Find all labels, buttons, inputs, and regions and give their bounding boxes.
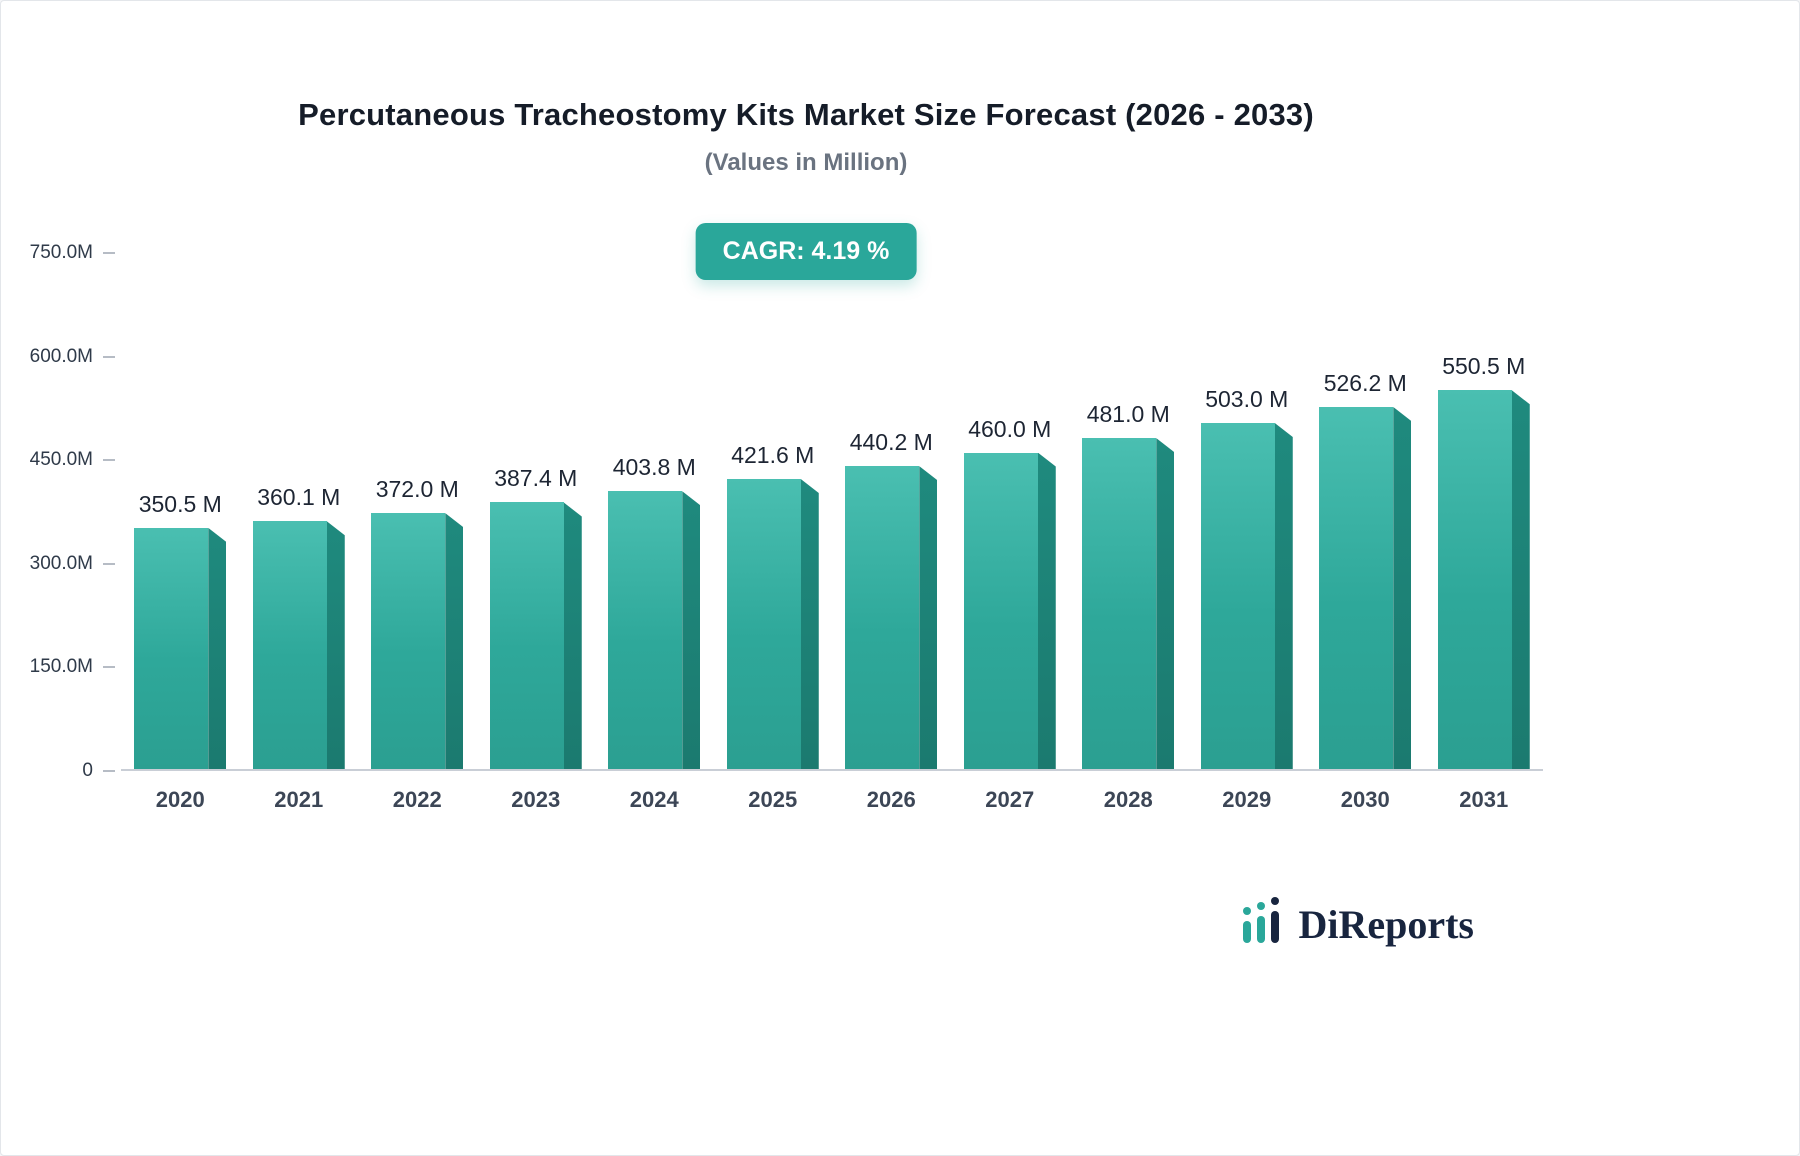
bar-slot: 440.2 M xyxy=(832,253,951,769)
cagr-badge: CAGR: 4.19 % xyxy=(695,223,917,280)
bar-side-face xyxy=(1274,422,1293,769)
bar-side-face xyxy=(326,521,345,769)
bar-slot: 372.0 M xyxy=(358,253,477,769)
x-axis-label: 2029 xyxy=(1222,787,1272,812)
bar-value-label: 440.2 M xyxy=(849,429,933,456)
y-tick-label: 450.0M xyxy=(29,449,93,471)
bar-2028: 481.0 M xyxy=(1082,401,1175,769)
y-tick-mark xyxy=(103,459,115,462)
bar-value-label: 387.4 M xyxy=(494,465,578,492)
y-tick-label: 0 xyxy=(82,760,93,781)
bar-front-face xyxy=(489,502,564,769)
bar-slot: 526.2 M xyxy=(1306,253,1425,769)
brand-name: DiReports xyxy=(1298,902,1474,947)
x-axis-label: 2028 xyxy=(1103,787,1153,812)
y-tick-label: 300.0M xyxy=(29,552,93,574)
y-tick-mark xyxy=(103,252,115,254)
bar-slot: 360.1 M xyxy=(240,253,359,769)
bar-slot: 460.0 M xyxy=(951,253,1070,769)
plot-area: 350.5 M 360.1 M 372.0 M 387.4 M 403.8 M 421.6… xyxy=(121,253,1543,771)
bar-side-face xyxy=(563,502,582,769)
bar-value-label: 526.2 M xyxy=(1323,369,1407,396)
bar-front-face xyxy=(1437,390,1512,769)
bar-slot: 481.0 M xyxy=(1069,253,1188,769)
bar-side-face xyxy=(1393,406,1412,769)
x-axis-label: 2023 xyxy=(511,787,561,812)
bar-2026: 440.2 M xyxy=(845,429,938,769)
x-axis-label: 2031 xyxy=(1459,787,1509,812)
bar-2025: 421.6 M xyxy=(726,442,819,769)
chart-subtitle: (Values in Million) xyxy=(704,149,908,176)
bar-2030: 526.2 M xyxy=(1319,370,1412,769)
x-axis-label: 2027 xyxy=(985,787,1035,812)
bar-2029: 503.0 M xyxy=(1200,386,1293,769)
bar-value-label: 460.0 M xyxy=(968,415,1052,442)
bar-side-face xyxy=(1156,438,1175,769)
bar-value-label: 403.8 M xyxy=(612,454,696,481)
mini-bar-chart-icon xyxy=(1243,897,1280,943)
bar-slot: 421.6 M xyxy=(714,253,833,769)
x-axis-label: 2030 xyxy=(1340,787,1390,812)
bar-slot: 403.8 M xyxy=(595,253,714,769)
y-tick-mark xyxy=(103,666,115,669)
bar-slot: 503.0 M xyxy=(1188,253,1307,769)
y-tick-label: 750.0M xyxy=(29,242,93,263)
bar-front-face xyxy=(726,478,801,769)
bar-value-label: 503.0 M xyxy=(1205,385,1289,412)
bar-side-face xyxy=(682,491,701,769)
bar-front-face xyxy=(134,527,209,769)
y-axis: 750.0M 600.0M 450.0M 300.0M 150.0M 0 xyxy=(25,242,121,781)
bar-front-face xyxy=(371,513,446,769)
bar-value-label: 481.0 M xyxy=(1086,401,1170,428)
bar-front-face xyxy=(963,452,1038,769)
bar-front-face xyxy=(845,466,920,769)
bar-side-face xyxy=(919,466,938,769)
x-axis-label: 2020 xyxy=(155,787,205,812)
x-axis-label: 2025 xyxy=(748,787,798,812)
x-axis: 2020 2021 2022 2023 2024 2025 2026 2027 2028 2029… xyxy=(121,771,1543,813)
bars-row: 350.5 M 360.1 M 372.0 M 387.4 M 403.8 M 421.6… xyxy=(121,253,1543,769)
bar-2023: 387.4 M xyxy=(489,465,582,769)
x-axis-label: 2022 xyxy=(392,787,442,812)
bar-front-face xyxy=(608,491,683,769)
bar-side-face xyxy=(208,527,227,769)
bar-value-label: 421.6 M xyxy=(731,441,815,468)
bar-side-face xyxy=(445,513,464,769)
y-tick-mark xyxy=(103,355,115,358)
bar-value-label: 360.1 M xyxy=(257,484,341,511)
bar-front-face xyxy=(1082,438,1157,769)
bar-value-label: 372.0 M xyxy=(375,476,459,503)
bar-value-label: 350.5 M xyxy=(138,490,222,517)
bar-front-face xyxy=(252,521,327,769)
chart-title: Percutaneous Tracheostomy Kits Market Si… xyxy=(298,97,1314,132)
y-tick-mark xyxy=(103,770,115,772)
bar-side-face xyxy=(1511,390,1530,769)
bar-2022: 372.0 M xyxy=(371,476,464,769)
x-axis-label: 2026 xyxy=(866,787,916,812)
bar-side-face xyxy=(1037,452,1056,769)
brand-logo: DiReports xyxy=(1238,897,1474,945)
y-tick-label: 150.0M xyxy=(29,656,93,678)
bar-2031: 550.5 M xyxy=(1437,353,1530,769)
y-tick-mark xyxy=(103,562,115,565)
bar-2024: 403.8 M xyxy=(608,454,701,769)
bar-slot: 550.5 M xyxy=(1425,253,1544,769)
bar-slot: 350.5 M xyxy=(121,253,240,769)
y-tick-label: 600.0M xyxy=(29,345,93,367)
bar-2020: 350.5 M xyxy=(134,491,227,769)
bar-2027: 460.0 M xyxy=(963,416,1056,769)
bar-front-face xyxy=(1200,422,1275,769)
bar-front-face xyxy=(1319,406,1394,769)
bar-value-label: 550.5 M xyxy=(1442,353,1526,380)
bar-side-face xyxy=(800,478,819,769)
bar-slot: 387.4 M xyxy=(477,253,596,769)
x-axis-label: 2021 xyxy=(274,787,324,812)
bar-2021: 360.1 M xyxy=(252,484,345,769)
x-axis-label: 2024 xyxy=(629,787,679,812)
